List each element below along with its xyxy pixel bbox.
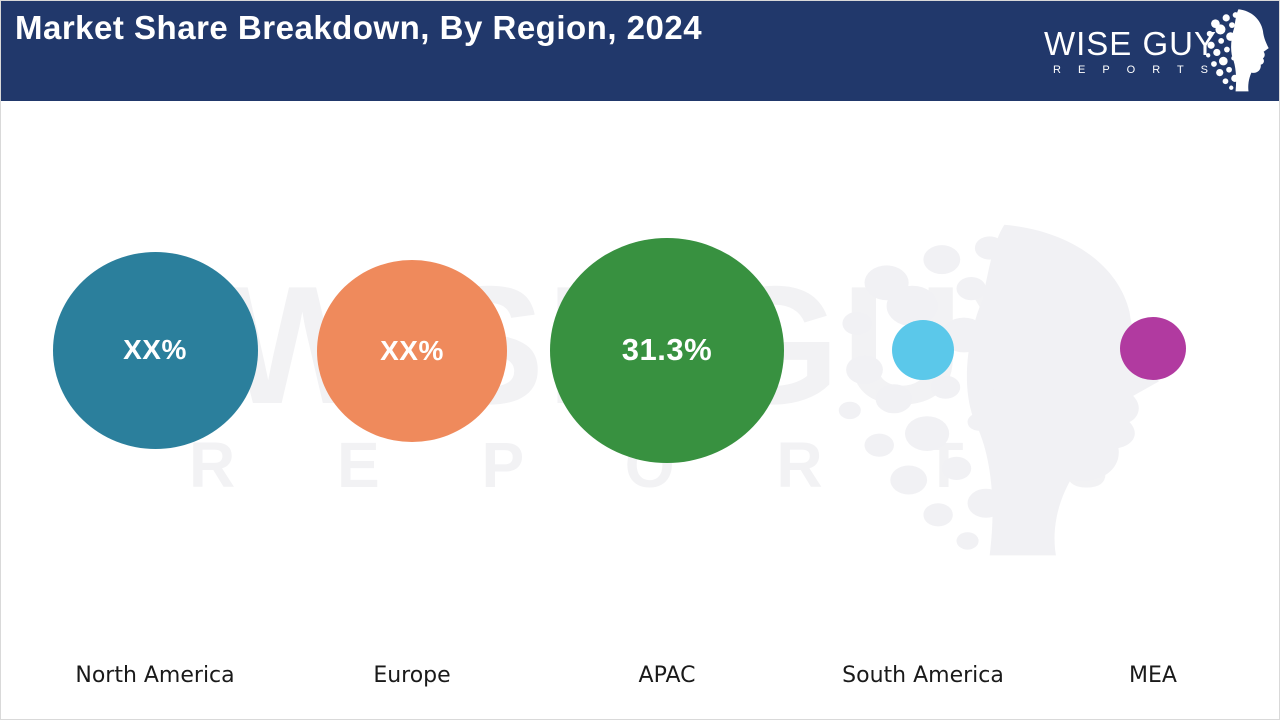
bubble-chart: WISE GUY R E P O R T S XX%XX%31.3% North… [1, 101, 1279, 719]
wise-guy-logo: WISE GUY R E P O R T S [1044, 5, 1273, 97]
logo-text: WISE GUY R E P O R T S [1044, 27, 1217, 76]
logo-name: WISE GUY [1043, 24, 1217, 62]
logo-subtitle: R E P O R T S [1053, 63, 1215, 76]
category-label-apac: APAC [638, 663, 696, 688]
category-label-north-america: North America [75, 663, 235, 688]
bubble-mea [1120, 317, 1186, 381]
category-label-south-america: South America [842, 663, 1004, 688]
bubble-value-label: 31.3% [621, 332, 713, 368]
page-title: Market Share Breakdown, By Region, 2024 [15, 9, 703, 46]
bubble-south-america [892, 320, 954, 381]
bubble-value-label: XX% [123, 334, 187, 366]
category-label-mea: MEA [1129, 663, 1177, 688]
bubble-north-america: XX% [52, 251, 258, 449]
bubble-value-label: XX% [380, 334, 444, 366]
bubble-europe: XX% [317, 259, 507, 442]
category-label-europe: Europe [373, 663, 451, 688]
bubble-apac: 31.3% [550, 237, 784, 463]
watermark-head-icon [813, 219, 1181, 567]
header-bar: Market Share Breakdown, By Region, 2024 … [1, 1, 1279, 101]
